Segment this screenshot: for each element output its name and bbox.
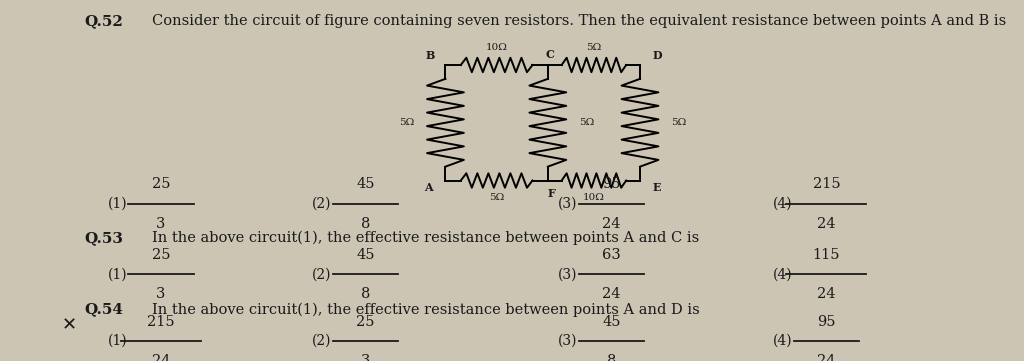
Text: 25: 25 bbox=[356, 314, 375, 329]
Text: 25: 25 bbox=[152, 248, 170, 262]
Text: (4): (4) bbox=[773, 197, 793, 211]
Text: ✕: ✕ bbox=[62, 316, 77, 334]
Text: (4): (4) bbox=[773, 268, 793, 281]
Text: 3: 3 bbox=[156, 287, 166, 301]
Text: 45: 45 bbox=[356, 248, 375, 262]
Text: C: C bbox=[546, 49, 554, 60]
Text: (3): (3) bbox=[558, 197, 578, 211]
Text: 215: 215 bbox=[813, 177, 840, 191]
Text: (1): (1) bbox=[108, 334, 127, 348]
Text: B: B bbox=[426, 50, 435, 61]
Text: 45: 45 bbox=[602, 314, 621, 329]
Text: 10Ω: 10Ω bbox=[583, 193, 605, 202]
Text: 8: 8 bbox=[360, 287, 371, 301]
Text: 10Ω: 10Ω bbox=[485, 43, 508, 52]
Text: 95: 95 bbox=[817, 314, 836, 329]
Text: (3): (3) bbox=[558, 268, 578, 281]
Text: 3: 3 bbox=[156, 217, 166, 231]
Text: Q.54: Q.54 bbox=[84, 303, 123, 317]
Text: Q.52: Q.52 bbox=[84, 14, 123, 29]
Text: E: E bbox=[652, 182, 660, 193]
Text: 5Ω: 5Ω bbox=[580, 118, 594, 127]
Text: (4): (4) bbox=[773, 334, 793, 348]
Text: 5Ω: 5Ω bbox=[489, 193, 504, 202]
Text: 24: 24 bbox=[602, 287, 621, 301]
Text: 24: 24 bbox=[602, 217, 621, 231]
Text: (3): (3) bbox=[558, 334, 578, 348]
Text: 5Ω: 5Ω bbox=[672, 118, 686, 127]
Text: (2): (2) bbox=[312, 197, 332, 211]
Text: In the above circuit(1), the effective resistance between points A and C is: In the above circuit(1), the effective r… bbox=[152, 231, 698, 245]
Text: Q.53: Q.53 bbox=[84, 231, 123, 245]
Text: 63: 63 bbox=[602, 248, 621, 262]
Text: 24: 24 bbox=[152, 354, 170, 361]
Text: 3: 3 bbox=[360, 354, 371, 361]
Text: D: D bbox=[652, 51, 662, 61]
Text: In the above circuit(1), the effective resistance between points A and D is: In the above circuit(1), the effective r… bbox=[152, 303, 699, 317]
Text: (2): (2) bbox=[312, 268, 332, 281]
Text: 95: 95 bbox=[602, 177, 621, 191]
Text: 24: 24 bbox=[817, 217, 836, 231]
Text: 45: 45 bbox=[356, 177, 375, 191]
Text: (1): (1) bbox=[108, 197, 127, 211]
Text: 8: 8 bbox=[606, 354, 616, 361]
Text: 5Ω: 5Ω bbox=[587, 43, 601, 52]
Text: Consider the circuit of figure containing seven resistors. Then the equivalent r: Consider the circuit of figure containin… bbox=[152, 14, 1006, 29]
Text: (2): (2) bbox=[312, 334, 332, 348]
Text: 5Ω: 5Ω bbox=[399, 118, 414, 127]
Text: 24: 24 bbox=[817, 287, 836, 301]
Text: 115: 115 bbox=[813, 248, 840, 262]
Text: A: A bbox=[425, 182, 433, 193]
Text: 25: 25 bbox=[152, 177, 170, 191]
Text: (1): (1) bbox=[108, 268, 127, 281]
Text: 215: 215 bbox=[147, 314, 174, 329]
Text: 24: 24 bbox=[817, 354, 836, 361]
Text: 8: 8 bbox=[360, 217, 371, 231]
Text: F: F bbox=[548, 188, 556, 199]
